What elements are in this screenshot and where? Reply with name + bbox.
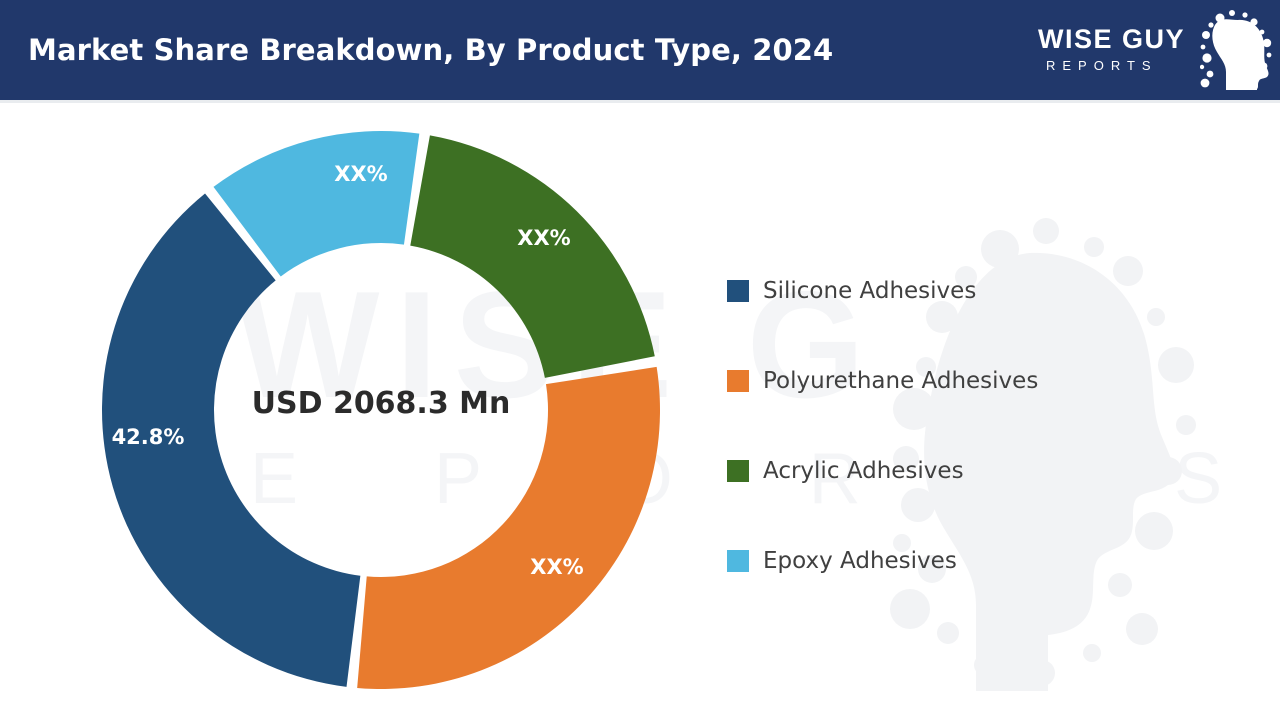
legend-item-label: Polyurethane Adhesives — [763, 368, 1039, 394]
donut-center-value: USD 2068.3 Mn — [251, 386, 511, 421]
legend-item[interactable]: Polyurethane Adhesives — [727, 336, 1247, 426]
legend-item[interactable]: Acrylic Adhesives — [727, 426, 1247, 516]
donut-slice-label: XX% — [517, 226, 570, 250]
header-bar: Market Share Breakdown, By Product Type,… — [0, 0, 1280, 100]
brand-logo: WISE GUY REPORTS — [1036, 6, 1272, 94]
donut-slices — [102, 131, 660, 689]
donut-slice[interactable] — [410, 135, 655, 378]
legend-color-swatch — [727, 280, 749, 302]
legend-item[interactable]: Silicone Adhesives — [727, 246, 1247, 336]
donut-slice-label: XX% — [530, 555, 583, 579]
donut-slice[interactable] — [102, 193, 361, 687]
donut-chart: 42.8% XX% XX% XX% USD 2068.3 Mn — [0, 103, 720, 720]
donut-slice-label: XX% — [334, 162, 387, 186]
donut-slice-label: 42.8% — [112, 425, 185, 449]
chart-legend: Silicone Adhesives Polyurethane Adhesives… — [727, 246, 1247, 606]
legend-item-label: Epoxy Adhesives — [763, 548, 957, 574]
header-divider — [0, 100, 1280, 103]
brand-logo-name: WISE GUY — [1038, 24, 1186, 54]
legend-color-swatch — [727, 550, 749, 572]
donut-chart-svg: 42.8% XX% XX% XX% — [102, 131, 660, 689]
legend-item-label: Silicone Adhesives — [763, 278, 977, 304]
legend-item-label: Acrylic Adhesives — [763, 458, 964, 484]
legend-item[interactable]: Epoxy Adhesives — [727, 516, 1247, 606]
donut-slice-labels: 42.8% XX% XX% XX% — [112, 162, 584, 579]
page-title: Market Share Breakdown, By Product Type,… — [28, 33, 834, 67]
dotted-head-silhouette-icon — [1200, 10, 1272, 90]
donut-slice[interactable] — [213, 131, 420, 277]
brand-logo-tagline: REPORTS — [1046, 58, 1158, 73]
donut-slice[interactable] — [357, 366, 660, 689]
legend-color-swatch — [727, 460, 749, 482]
legend-color-swatch — [727, 370, 749, 392]
